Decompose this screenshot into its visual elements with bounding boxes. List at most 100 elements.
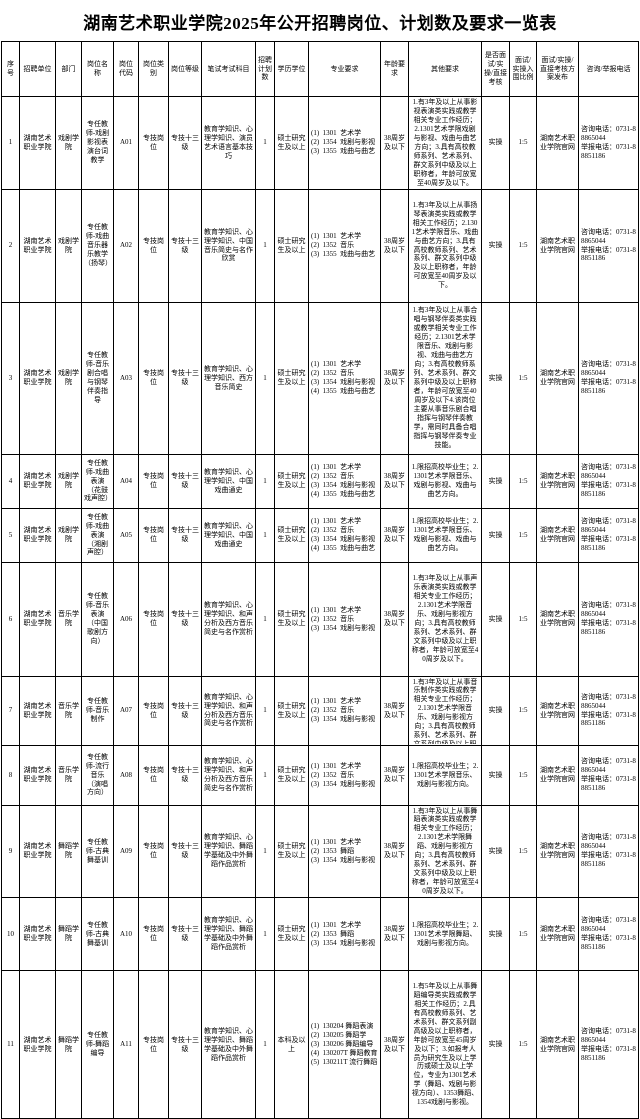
cell-unit: 湖南艺术职业学院 bbox=[19, 804, 56, 899]
cell-position-name: 专任教师-古典舞基训 bbox=[81, 897, 114, 972]
cell-text-written-exam: 教育学知识、心理学知识、和声分析及西方音乐简史与名作赏析 bbox=[204, 692, 253, 728]
cell-unit: 湖南艺术职业学院 bbox=[19, 96, 56, 190]
cell-interview-type: 实操 bbox=[481, 970, 510, 1119]
cell-major-requirements: (1) 1301 艺术学 (2) 1352 音乐 (3) 1354 戏剧与影视 bbox=[308, 744, 381, 806]
cell-position-category: 专技岗位 bbox=[138, 507, 169, 563]
cell-other-requirements: 1.限招高校毕业生；2.1301艺术学限音乐、戏剧与影视、戏曲与曲艺方向。 bbox=[408, 453, 482, 509]
cell-text-major-requirements: (1) 1301 艺术学 (2) 1352 音乐 (3) 1354 戏剧与影视 bbox=[311, 761, 376, 788]
cell-text-education: 硕士研究生及以上 bbox=[277, 842, 306, 860]
cell-text-education: 硕士研究生及以上 bbox=[277, 610, 306, 628]
cell-text-plan-release: 湖南艺术职业学院官网 bbox=[540, 610, 575, 628]
cell-contact-phone: 咨询电话：0731-88865044 举报电话：0731-88851186 bbox=[578, 96, 639, 190]
cell-text-shortlist-ratio: 1:5 bbox=[518, 929, 528, 938]
cell-department: 戏剧学院 bbox=[55, 453, 82, 509]
cell-text-position-level: 专技十三级 bbox=[171, 369, 199, 387]
cell-education: 硕士研究生及以上 bbox=[274, 675, 309, 746]
cell-text-age-requirement: 38周岁及以下 bbox=[384, 701, 405, 719]
cell-unit: 湖南艺术职业学院 bbox=[19, 744, 56, 806]
cell-text-plan-release: 湖南艺术职业学院官网 bbox=[540, 369, 575, 387]
cell-text-position-category: 专技岗位 bbox=[143, 766, 164, 784]
cell-interview-type: 实操 bbox=[481, 675, 510, 746]
cell-text-major-requirements: (1) 1301 艺术学 (2) 1352 音乐 (3) 1355 戏曲与曲艺 bbox=[311, 232, 376, 258]
cell-position-name: 专任教师-音乐制作 bbox=[81, 675, 114, 746]
table-row: 5 湖南艺术职业学院 戏剧学院 专任教师-戏曲表演（湘剧声腔） A05 专技岗位 专技十三级… bbox=[1, 507, 639, 563]
cell-plan-release: 湖南艺术职业学院官网 bbox=[536, 897, 579, 972]
cell-position-name: 专任教师-舞蹈编导 bbox=[81, 970, 114, 1119]
cell-position-code: A02 bbox=[113, 188, 139, 303]
cell-text-plan-release: 湖南艺术职业学院官网 bbox=[540, 472, 575, 490]
cell-shortlist-ratio: 1:5 bbox=[509, 301, 537, 455]
cell-position-name: 专任教师-戏剧影视表演台词教学 bbox=[81, 96, 114, 190]
header-other-requirements: 其他要求 bbox=[408, 41, 482, 97]
cell-plan-release: 湖南艺术职业学院官网 bbox=[536, 188, 579, 303]
cell-plan-count: 1 bbox=[255, 188, 275, 303]
table-row: 8 湖南艺术职业学院 音乐学院 专任教师-流行音乐（演唱方向） A08 专技岗位 专技十三级… bbox=[1, 744, 639, 806]
cell-text-major-requirements: (1) 130204 舞蹈表演 (2) 130205 舞蹈学 (3) 13020… bbox=[311, 1022, 378, 1066]
cell-text-department: 戏剧学院 bbox=[58, 236, 79, 254]
cell-interview-type: 实操 bbox=[481, 507, 510, 563]
cell-text-plan-count: 1 bbox=[263, 476, 267, 485]
cell-position-name: 专任教师-流行音乐（演唱方向） bbox=[81, 744, 114, 806]
cell-plan-count: 1 bbox=[255, 744, 275, 806]
cell-text-other-requirements: 1.有3年及以上从事声乐表演类实践或教学相关专业工作经历；2.1301艺术学限音… bbox=[411, 574, 479, 663]
cell-age-requirement: 38周岁及以下 bbox=[380, 804, 409, 899]
cell-text-interview-type: 实操 bbox=[488, 770, 503, 779]
cell-text-interview-type: 实操 bbox=[488, 1040, 503, 1049]
cell-text-department: 音乐学院 bbox=[58, 701, 79, 719]
cell-position-code: A03 bbox=[113, 301, 139, 455]
cell-plan-release: 湖南艺术职业学院官网 bbox=[536, 744, 579, 806]
cell-plan-count: 1 bbox=[255, 507, 275, 563]
cell-text-position-code: A09 bbox=[119, 846, 133, 855]
cell-text-department: 戏剧学院 bbox=[58, 526, 79, 544]
cell-text-position-name: 专任教师-古典舞基训 bbox=[85, 920, 110, 947]
cell-text-education: 硕士研究生及以上 bbox=[277, 133, 306, 151]
cell-department: 音乐学院 bbox=[55, 561, 82, 677]
cell-text-interview-type: 实操 bbox=[488, 846, 503, 855]
cell-text-department: 舞蹈学院 bbox=[58, 1035, 79, 1053]
cell-unit: 湖南艺术职业学院 bbox=[19, 453, 56, 509]
recruitment-table: 序号 招聘单位 部门 岗位名称 岗位代码 岗位类别 岗位等级 笔试考试科目 招聘计划数 学历学位专… bbox=[1, 41, 639, 1119]
cell-age-requirement: 38周岁及以下 bbox=[380, 301, 409, 455]
cell-text-unit: 湖南艺术职业学院 bbox=[23, 236, 52, 254]
cell-text-contact-phone: 咨询电话：0731-88865044 举报电话：0731-88851186 bbox=[581, 833, 636, 869]
cell-written-exam: 教育学知识、心理学知识、舞蹈学基础及中外舞蹈作品赏析 bbox=[201, 897, 256, 972]
cell-text-position-code: A04 bbox=[119, 476, 133, 485]
cell-position-name: 专任教师-戏曲表演（湘剧声腔） bbox=[81, 507, 114, 563]
cell-text-contact-phone: 咨询电话：0731-88865044 举报电话：0731-88851186 bbox=[581, 360, 636, 395]
cell-major-requirements: (1) 130204 舞蹈表演 (2) 130205 舞蹈学 (3) 13020… bbox=[308, 970, 381, 1119]
cell-seq: 6 bbox=[1, 561, 20, 677]
cell-other-requirements: 1.限招高校毕业生；2.1301艺术学限音乐、戏剧与影视、戏曲与曲艺方向。 bbox=[408, 507, 482, 563]
header-position-level: 岗位等级 bbox=[168, 41, 202, 97]
cell-position-category: 专技岗位 bbox=[138, 453, 169, 509]
cell-text-position-name: 专任教师-古典舞基训 bbox=[85, 837, 110, 864]
cell-text-seq: 9 bbox=[8, 846, 13, 855]
cell-text-position-category: 专技岗位 bbox=[143, 610, 164, 628]
cell-age-requirement: 38周岁及以下 bbox=[380, 507, 409, 563]
cell-text-department: 舞蹈学院 bbox=[58, 925, 79, 943]
cell-position-level: 专技十三级 bbox=[168, 744, 202, 806]
cell-department: 戏剧学院 bbox=[55, 301, 82, 455]
cell-seq: 2 bbox=[1, 188, 20, 303]
header-position-category: 岗位类别 bbox=[138, 41, 169, 97]
cell-other-requirements: 1.有3年及以上从事影视表演类实践或教学相关专业工作经历；2.1301艺术学限戏… bbox=[408, 96, 482, 190]
cell-position-category: 专技岗位 bbox=[138, 897, 169, 972]
cell-text-position-code: A08 bbox=[119, 770, 133, 779]
cell-position-name: 专任教师-音乐表演（中国歌剧方向） bbox=[81, 561, 114, 677]
cell-text-written-exam: 教育学知识、心理学知识、演员艺术语言基本技巧 bbox=[204, 124, 253, 160]
cell-text-interview-type: 实操 bbox=[488, 476, 503, 485]
cell-position-level: 专技十三级 bbox=[168, 188, 202, 303]
page-title: 湖南艺术职业学院2025年公开招聘岗位、计划数及要求一览表 bbox=[83, 14, 557, 33]
cell-text-age-requirement: 38周岁及以下 bbox=[384, 369, 405, 387]
cell-text-plan-count: 1 bbox=[263, 138, 267, 147]
cell-text-plan-count: 1 bbox=[263, 929, 267, 938]
cell-text-position-name: 专任教师-音乐表演（中国歌剧方向） bbox=[85, 592, 110, 645]
cell-shortlist-ratio: 1:5 bbox=[509, 188, 537, 303]
cell-text-unit: 湖南艺术职业学院 bbox=[23, 526, 52, 544]
cell-text-interview-type: 实操 bbox=[488, 614, 503, 623]
cell-text-position-code: A01 bbox=[119, 138, 133, 147]
cell-text-position-code: A10 bbox=[119, 929, 133, 938]
cell-major-requirements: (1) 1301 艺术学 (2) 1352 音乐 (3) 1354 戏剧与影视 … bbox=[308, 507, 381, 563]
cell-department: 舞蹈学院 bbox=[55, 897, 82, 972]
cell-other-requirements: 1.有3年及以上从事扬琴表演类实践或教学相关工作经历；2.1301艺术学限音乐、… bbox=[408, 188, 482, 303]
cell-text-age-requirement: 38周岁及以下 bbox=[384, 842, 405, 860]
